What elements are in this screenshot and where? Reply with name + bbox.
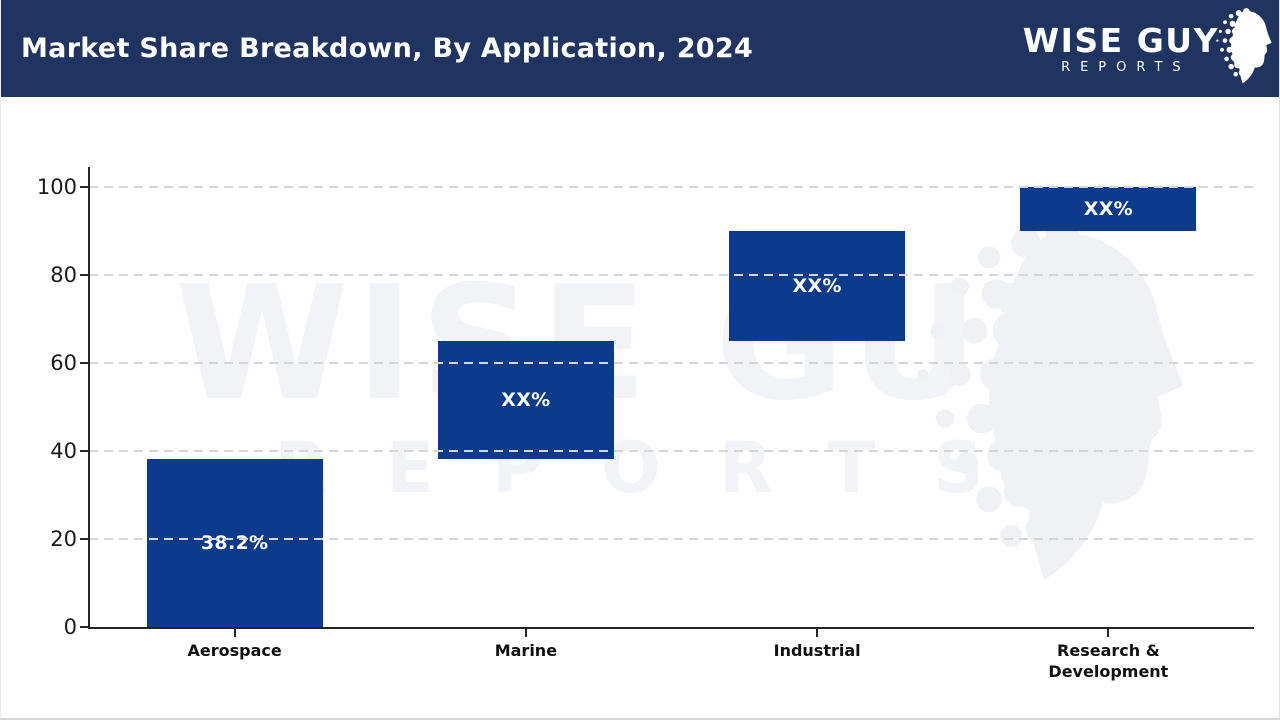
gridline-60	[89, 362, 1254, 364]
x-tick-mark	[233, 629, 236, 637]
y-tick-label: 100	[36, 175, 77, 199]
y-tick-mark	[80, 538, 89, 540]
page-title: Market Share Breakdown, By Application, …	[21, 33, 754, 64]
bar-value-label: XX%	[792, 275, 842, 297]
y-tick-label: 40	[50, 439, 77, 463]
x-axis-line	[88, 627, 1254, 629]
x-tick-mark	[524, 629, 527, 637]
x-category-label: Research & Development	[1048, 641, 1169, 681]
gridline-80	[89, 274, 1254, 276]
header-bar: Market Share Breakdown, By Application, …	[1, 0, 1279, 97]
bar-value-label: 38.2%	[200, 531, 269, 554]
x-category-label: Aerospace	[187, 641, 282, 660]
logo-wordmark-line2: REPORTS	[1061, 59, 1191, 75]
y-tick-mark	[80, 186, 89, 188]
wise-guy-logo: WISE GUY REPORTS	[1023, 6, 1273, 92]
bar-industrial: XX%	[729, 231, 906, 341]
y-axis-line	[88, 167, 90, 629]
logo-wordmark-line1: WISE GUY	[1022, 21, 1219, 61]
y-tick-label: 60	[50, 351, 77, 375]
bar-value-label: XX%	[1083, 198, 1133, 220]
logo-head-icon	[1216, 8, 1272, 84]
bar-value-label: XX%	[501, 388, 551, 411]
watermark-line1: WISE GUY	[174, 252, 1106, 436]
y-tick-label: 20	[50, 527, 77, 551]
y-tick-mark	[80, 274, 89, 276]
y-tick-mark	[80, 626, 89, 628]
x-category-label: Industrial	[773, 641, 861, 660]
gridline-40	[89, 450, 1254, 452]
y-tick-label: 0	[63, 615, 77, 639]
bar-research-: XX%	[1020, 187, 1197, 231]
x-tick-mark	[1107, 629, 1110, 637]
bar-aerospace: 38.2%	[146, 458, 323, 627]
y-tick-label: 80	[50, 263, 77, 287]
chart-canvas: WISE GUY REPORTS 38.2% XX% XX% XX% 0 20 40 60 80…	[1, 97, 1279, 718]
gridline-100	[89, 186, 1254, 188]
y-tick-mark	[80, 450, 89, 452]
y-tick-mark	[80, 362, 89, 364]
bar-marine: XX%	[437, 341, 614, 459]
x-category-label: Marine	[494, 641, 558, 660]
x-tick-mark	[816, 629, 819, 637]
gridline-20	[89, 538, 1254, 540]
logo-wordmark: WISE GUY REPORTS	[1022, 21, 1219, 75]
